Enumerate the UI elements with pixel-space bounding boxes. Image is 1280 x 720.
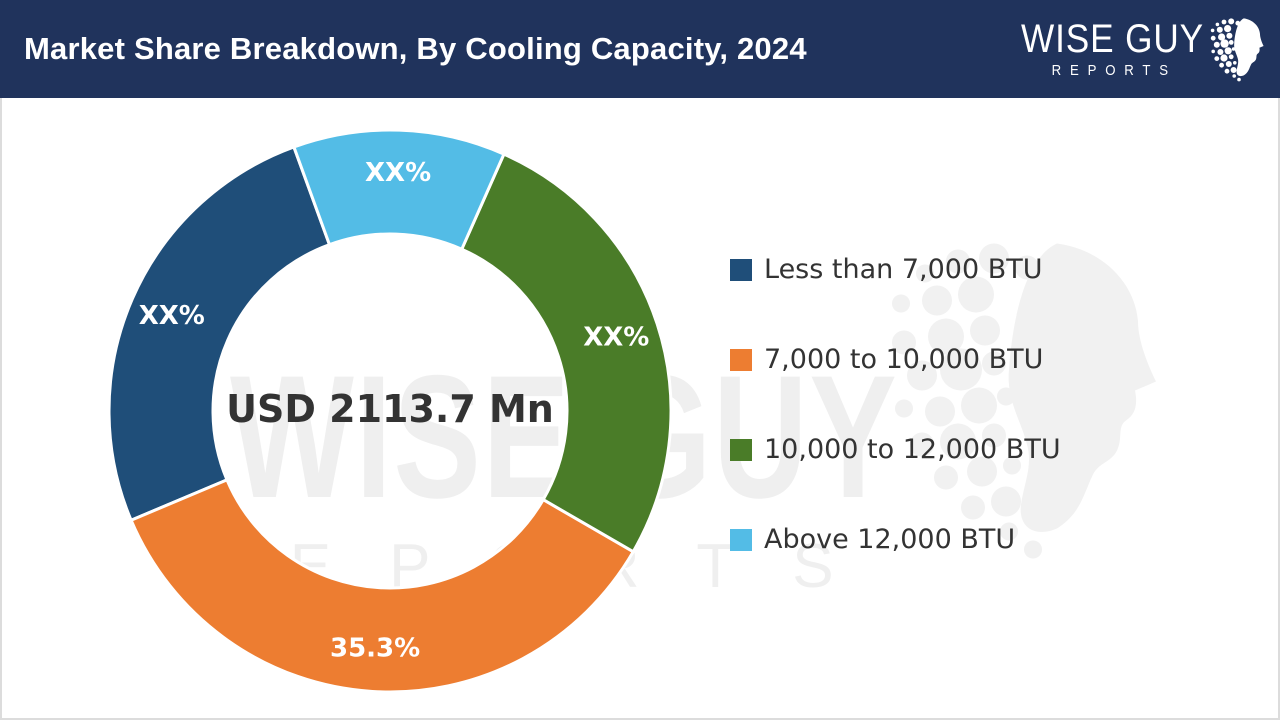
- legend-item-2: 10,000 to 12,000 BTU: [730, 434, 1061, 466]
- donut-slice-3: [292, 128, 506, 251]
- slice-value-label-3: XX%: [365, 158, 431, 188]
- legend-swatch-icon: [730, 259, 752, 281]
- legend-label: Less than 7,000 BTU: [764, 254, 1043, 285]
- logo-subtitle: REPORTS: [1051, 62, 1177, 79]
- legend-swatch-icon: [730, 349, 752, 371]
- chart-legend: Less than 7,000 BTU 7,000 to 10,000 BTU 10…: [730, 254, 1061, 614]
- wise-guy-logo: WISE GUY REPORTS: [996, 0, 1266, 98]
- slice-value-label-2: XX%: [583, 322, 649, 352]
- legend-item-1: 7,000 to 10,000 BTU: [730, 344, 1061, 376]
- legend-label: 7,000 to 10,000 BTU: [764, 344, 1044, 375]
- legend-label: 10,000 to 12,000 BTU: [764, 434, 1061, 465]
- legend-swatch-icon: [730, 529, 752, 551]
- slice-value-label-1: 35.3%: [330, 634, 420, 664]
- logo-head-icon: [1210, 18, 1264, 82]
- logo-text: WISE GUY REPORTS: [1021, 19, 1204, 79]
- header-bar: Market Share Breakdown, By Cooling Capac…: [0, 0, 1280, 98]
- legend-item-3: Above 12,000 BTU: [730, 524, 1061, 556]
- legend-item-0: Less than 7,000 BTU: [730, 254, 1061, 286]
- legend-label: Above 12,000 BTU: [764, 524, 1016, 555]
- donut-slices: [107, 128, 673, 694]
- donut-slice-0: [107, 145, 331, 522]
- page-title: Market Share Breakdown, By Cooling Capac…: [24, 31, 807, 66]
- chart-area: WISE GUY REPORTS XX%35.3%XX%XX% USD 2113…: [0, 98, 1280, 720]
- donut-chart: XX% 35.3% XX% XX% USD 2113.7 Mn: [90, 111, 690, 715]
- donut-slice-2: [460, 152, 673, 554]
- donut-center-label: USD 2113.7 Mn: [226, 387, 554, 431]
- legend-swatch-icon: [730, 439, 752, 461]
- logo-wordmark: WISE GUY: [1020, 17, 1204, 61]
- donut-slice-1: [129, 478, 635, 694]
- slice-value-label-0: XX%: [139, 301, 205, 331]
- donut-slice-labels: XX% 35.3% XX% XX%: [139, 158, 650, 663]
